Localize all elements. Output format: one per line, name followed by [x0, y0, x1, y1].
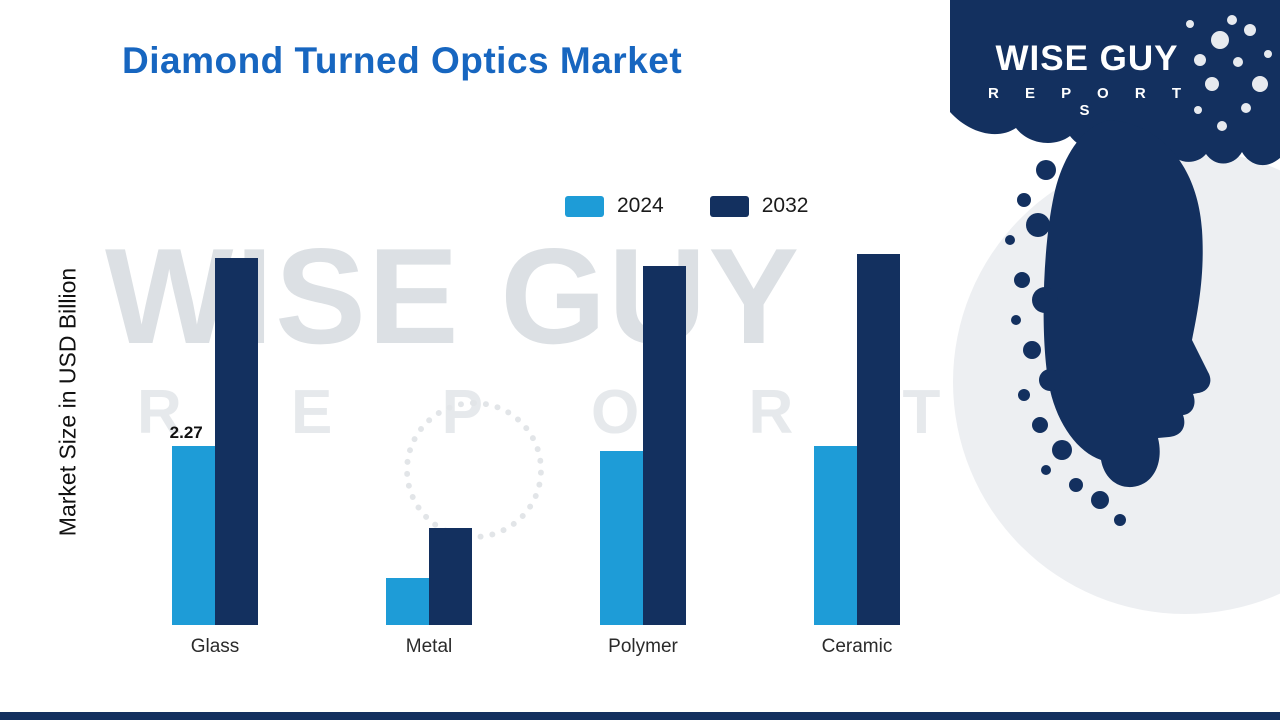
- bar-glass-2024: 2.27: [170, 423, 215, 625]
- brand-logo: WISE GUY R E P O R T S: [975, 39, 1199, 119]
- category-label-glass: Glass: [190, 636, 240, 657]
- legend: 2024 2032: [565, 194, 808, 218]
- bars-glass: 2.27: [170, 230, 258, 625]
- legend-label-2032: 2032: [761, 194, 809, 217]
- bar-group-ceramic: Ceramic: [750, 230, 964, 657]
- page-title: Diamond Turned Optics Market: [122, 40, 683, 81]
- category-label-metal: Metal: [405, 636, 453, 657]
- y-axis-label: Market Size in USD Billion: [54, 267, 81, 537]
- bar-polymer-2024: [600, 451, 643, 625]
- bar-metal-2032: [429, 528, 472, 625]
- bar-group-glass: 2.27 Glass: [108, 230, 322, 657]
- bars-polymer: [600, 230, 686, 625]
- bar-ceramic-2024: [814, 446, 857, 625]
- legend-label-2024: 2024: [617, 194, 664, 217]
- bars-ceramic: [814, 230, 900, 625]
- plot-area: 2.27 Glass Metal Polymer Ceramic: [108, 230, 964, 657]
- bar-group-polymer: Polymer: [536, 230, 750, 657]
- watermark-line2: R E P O R T S: [137, 378, 1137, 447]
- category-label-polymer: Polymer: [608, 636, 678, 657]
- bar-value-label: 2.27: [169, 423, 203, 442]
- category-label-ceramic: Ceramic: [821, 636, 893, 657]
- legend-swatch-2024: [565, 195, 604, 217]
- brand-head-graphic: [950, 0, 1280, 526]
- footer-bar: [0, 712, 1280, 720]
- brand-logo-name: WISE GUY: [995, 39, 1179, 78]
- legend-item-2032: 2032: [709, 194, 809, 218]
- brand-logo-subtitle: R E P O R T S: [987, 84, 1193, 119]
- watermark-circle-decoration: [404, 400, 544, 540]
- bars-metal: [386, 230, 472, 625]
- bar-metal-2024: [386, 578, 429, 625]
- bar-glass-2032: [215, 258, 258, 625]
- bar-polymer-2032: [643, 266, 686, 625]
- legend-item-2024: 2024: [565, 194, 664, 218]
- bar-group-metal: Metal: [322, 230, 536, 657]
- legend-swatch-2032: [709, 195, 749, 217]
- bar-ceramic-2032: [857, 254, 900, 625]
